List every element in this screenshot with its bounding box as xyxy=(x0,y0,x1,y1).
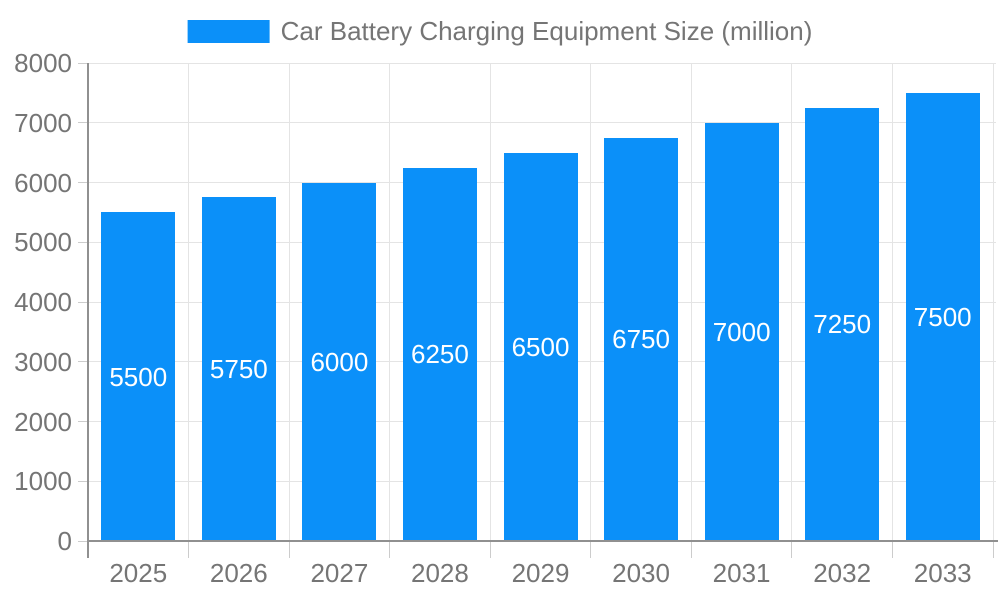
x-axis-line xyxy=(86,540,998,542)
x-axis-label: 2029 xyxy=(511,558,570,588)
x-axis-label: 2027 xyxy=(310,558,369,588)
y-axis-tick xyxy=(78,421,88,422)
x-axis-tick xyxy=(590,541,592,558)
y-axis-tick xyxy=(78,480,88,482)
y-axis-line xyxy=(86,63,89,558)
y-axis-label: 4000 xyxy=(14,287,72,317)
bar-value-label: 5750 xyxy=(209,354,268,385)
bar-value-label: 7500 xyxy=(913,301,972,332)
y-axis-label: 2000 xyxy=(14,406,72,437)
y-axis-tick xyxy=(78,62,88,64)
x-axis-label: 2031 xyxy=(712,558,771,588)
bar-value-label: 6000 xyxy=(310,346,369,377)
x-axis-label: 2030 xyxy=(612,558,670,588)
y-axis-tick xyxy=(78,540,88,542)
y-axis-tick xyxy=(78,301,88,303)
y-axis-label: 8000 xyxy=(14,48,72,78)
chart-legend: Car Battery Charging Equipment Size (mil… xyxy=(187,16,813,47)
y-axis-tick xyxy=(78,241,88,243)
bar-2033 xyxy=(905,92,980,541)
y-axis-label: 6000 xyxy=(14,167,72,198)
bar-2029 xyxy=(503,152,578,541)
bar-value-label: 7000 xyxy=(712,316,771,347)
x-axis-label: 2026 xyxy=(209,558,268,588)
y-axis-tick xyxy=(78,122,88,124)
bar-2030 xyxy=(604,137,679,541)
bar-value-label: 6500 xyxy=(511,331,570,362)
x-axis-tick xyxy=(992,541,994,558)
x-axis-tick xyxy=(791,541,793,558)
gridline-vertical xyxy=(489,63,491,541)
gridline-vertical xyxy=(791,63,793,541)
gridline-vertical xyxy=(590,63,592,541)
bar-2026 xyxy=(201,197,276,541)
bar-2031 xyxy=(704,122,779,541)
y-axis-label: 0 xyxy=(57,526,72,556)
gridline-vertical xyxy=(389,63,391,541)
bar-value-label: 7250 xyxy=(813,309,872,340)
x-axis-tick xyxy=(690,541,692,558)
x-axis-label: 2033 xyxy=(913,558,972,588)
y-axis-tick xyxy=(78,361,88,363)
bar-2032 xyxy=(805,107,880,541)
bar-value-label: 5500 xyxy=(109,361,168,392)
y-axis-label: 5000 xyxy=(14,227,72,258)
x-axis-tick xyxy=(288,541,290,558)
x-axis-tick xyxy=(891,541,893,558)
y-axis-label: 7000 xyxy=(14,107,72,138)
x-axis-tick xyxy=(489,541,491,558)
bar-2027 xyxy=(302,182,377,541)
x-axis-tick xyxy=(389,541,391,558)
gridline-horizontal xyxy=(88,62,996,64)
y-axis-label: 1000 xyxy=(14,466,72,497)
gridline-vertical xyxy=(188,63,190,541)
x-axis-tick xyxy=(188,541,190,558)
y-axis-tick xyxy=(78,182,88,183)
bar-2025 xyxy=(101,212,176,541)
legend-swatch xyxy=(187,20,270,43)
gridline-horizontal xyxy=(88,122,996,124)
gridline-vertical xyxy=(891,63,893,541)
y-axis-label: 3000 xyxy=(14,346,72,377)
bar-2028 xyxy=(402,167,477,541)
x-axis-label: 2028 xyxy=(411,558,469,588)
gridline-vertical xyxy=(288,63,290,541)
bar-value-label: 6750 xyxy=(612,324,670,355)
x-axis-label: 2025 xyxy=(109,558,168,588)
gridline-vertical xyxy=(992,63,994,541)
gridline-vertical xyxy=(690,63,692,541)
bar-value-label: 6250 xyxy=(411,339,469,370)
legend-label: Car Battery Charging Equipment Size (mil… xyxy=(280,16,813,46)
x-axis-label: 2032 xyxy=(813,558,872,588)
